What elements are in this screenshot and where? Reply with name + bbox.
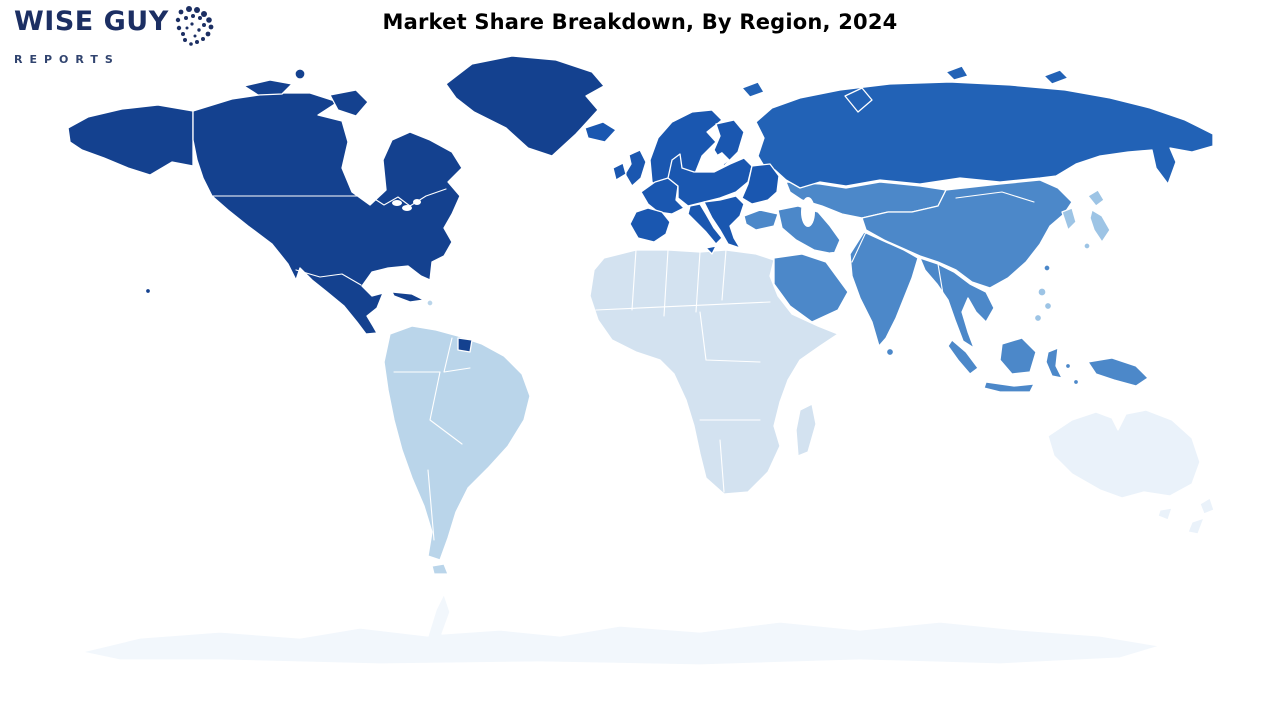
north-america-mainland <box>192 92 463 335</box>
borneo <box>999 337 1037 375</box>
region-north-america <box>67 55 605 353</box>
chart-title: Market Share Breakdown, By Region, 2024 <box>382 10 898 34</box>
region-europe <box>584 109 780 255</box>
region-africa <box>589 249 839 495</box>
arctic-island-small <box>294 68 306 80</box>
moluccas <box>1064 362 1072 370</box>
africa-border-3 <box>695 251 701 313</box>
great-britain <box>624 149 647 187</box>
french-guiana <box>457 337 473 353</box>
africa-border-5 <box>699 311 761 363</box>
new-zealand-north <box>1199 497 1215 515</box>
severnaya-zemlya <box>945 65 969 81</box>
iberia <box>629 207 671 243</box>
antarctica <box>81 593 1161 666</box>
region-asia <box>743 179 1149 393</box>
south-america-border-4 <box>427 469 435 541</box>
india <box>849 231 919 347</box>
africa-border-1 <box>631 249 637 311</box>
wise-guy-reports-logo: WISE GUY REPORTS <box>14 6 215 66</box>
africa-border-2 <box>663 249 669 317</box>
south-america-border-1 <box>443 337 471 373</box>
dotted-head-logo-icon <box>175 6 214 46</box>
south-america-border-3 <box>429 371 463 445</box>
indochina <box>919 257 995 349</box>
taiwan <box>1043 264 1051 272</box>
russia-mainland <box>755 81 1214 189</box>
arabian-peninsula <box>773 253 849 323</box>
philippines-mindanao <box>1033 313 1043 323</box>
sicily <box>705 245 717 255</box>
new-siberian-islands <box>1043 69 1069 85</box>
region-oceania <box>1047 409 1215 535</box>
region-south-america <box>383 299 531 575</box>
turkey <box>743 209 779 231</box>
sulawesi <box>1045 347 1063 379</box>
south-america-mainland <box>383 325 531 561</box>
hawaii <box>144 287 152 295</box>
tasmania <box>1157 507 1173 521</box>
france <box>640 177 685 215</box>
region-east-asia-islands <box>1033 189 1111 323</box>
timor <box>1072 378 1080 386</box>
new-guinea <box>1087 357 1149 387</box>
country-borders <box>196 188 1035 541</box>
italy <box>687 203 723 245</box>
madagascar <box>795 403 817 457</box>
arctic-island-baffin <box>329 89 369 117</box>
us-mexico-border <box>295 269 362 286</box>
africa-border-7 <box>719 439 725 493</box>
alaska <box>67 104 194 176</box>
us-canada-border <box>196 188 447 207</box>
thailand-border <box>937 263 945 301</box>
new-zealand-south <box>1187 517 1205 535</box>
eastern-europe <box>741 163 780 205</box>
philippines-visayas <box>1043 301 1053 311</box>
ireland <box>612 162 627 181</box>
caspian-sea <box>801 197 815 227</box>
balkans-greece <box>703 195 745 249</box>
cuba <box>391 291 425 303</box>
baltic-sea <box>700 152 730 170</box>
japan-honshu <box>1089 209 1111 243</box>
hispaniola <box>426 299 434 307</box>
great-lake-michigan <box>402 205 412 211</box>
arctic-island-victoria <box>243 79 293 96</box>
novaya-zemlya <box>844 87 873 113</box>
japan-kyushu <box>1083 242 1091 250</box>
tierra-del-fuego <box>431 563 449 575</box>
svalbard <box>741 81 765 98</box>
africa-mainland <box>589 249 839 495</box>
java <box>983 381 1035 393</box>
japan-hokkaido <box>1087 189 1105 207</box>
logo-subtitle: REPORTS <box>14 53 120 66</box>
africa-border-sahel <box>595 301 771 311</box>
black-sea <box>750 203 770 211</box>
sri-lanka <box>885 347 895 357</box>
persian-gulf <box>826 252 840 260</box>
australia <box>1047 409 1201 499</box>
region-antarctica <box>81 593 1161 666</box>
africa-border-4 <box>721 249 727 301</box>
pakistan-border <box>851 231 867 263</box>
region-russia <box>741 65 1214 189</box>
korea <box>1061 207 1077 231</box>
china-mongolia <box>861 179 1073 289</box>
mongolia-border <box>955 191 1035 203</box>
inland-water <box>392 152 840 260</box>
great-lake-superior <box>392 200 402 206</box>
philippines-luzon <box>1037 287 1047 297</box>
sumatra <box>947 339 979 375</box>
iceland <box>584 121 617 143</box>
greenland <box>445 55 605 157</box>
logo-wordmark: WISE GUY <box>14 6 169 37</box>
